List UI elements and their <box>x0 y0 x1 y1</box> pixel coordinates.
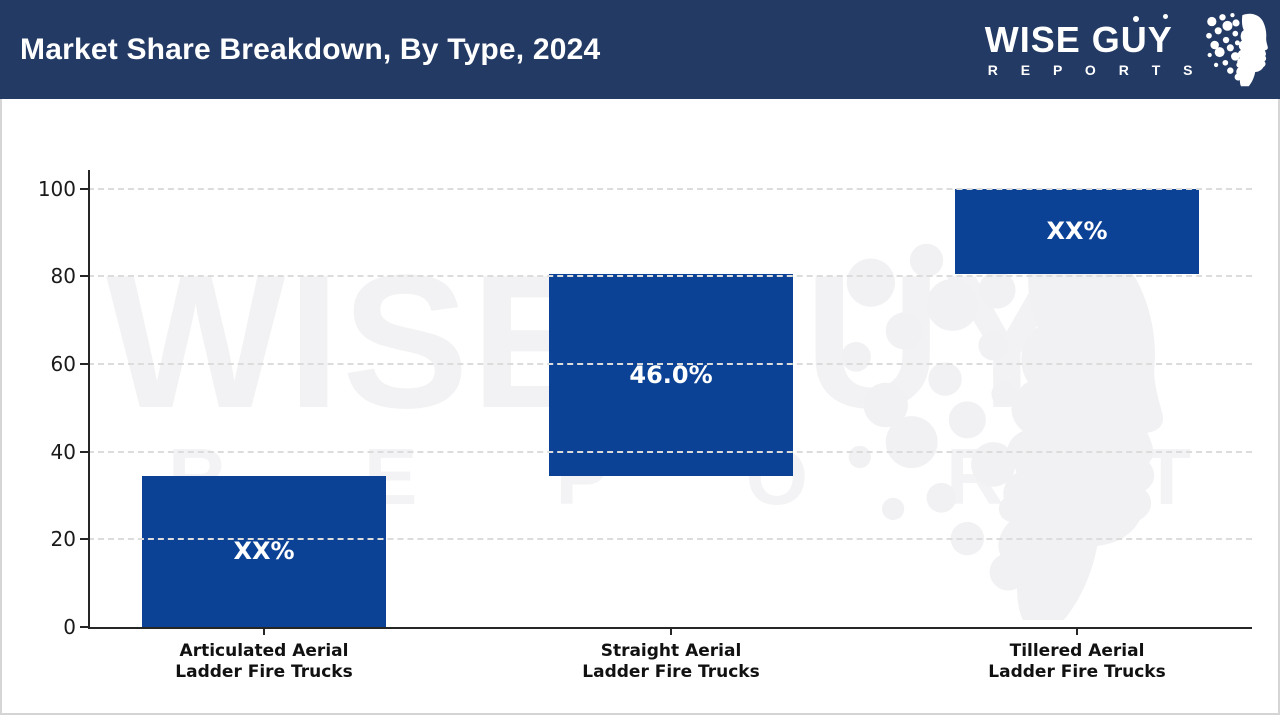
gridline-20 <box>88 538 1252 541</box>
y-tick-80 <box>80 275 88 278</box>
logo-wordmark: WISE GUY <box>984 18 1173 60</box>
logo-dot-icon <box>1162 13 1168 19</box>
logo-text: WISE GUY R E P O R T S <box>984 13 1202 78</box>
chart-canvas: WISE GUY R E P O R T S 020406080100XX%46… <box>0 99 1280 720</box>
category-label-line1: Tillered Aerial <box>1009 641 1145 661</box>
y-tick-label-100: 100 <box>37 176 76 201</box>
logo-subtitle: R E P O R T S <box>987 61 1202 78</box>
bar-chart-plot-area: 0 20 40 60 80 100 XX% 46.0% XX% Articulated Aeria… <box>0 99 1280 720</box>
bar-segment-2 <box>549 274 793 476</box>
y-tick-label-60: 60 <box>50 351 76 376</box>
gridline-100 <box>88 187 1252 190</box>
frame-border-left <box>0 99 2 715</box>
bar-value-label-2: 46.0% <box>629 360 713 389</box>
gridline-40 <box>88 450 1252 453</box>
bar-value-label-3: XX% <box>1046 217 1108 246</box>
category-label-line2: Ladder Fire Trucks <box>988 662 1166 682</box>
category-label-1: Articulated Aerial Ladder Fire Trucks <box>94 641 434 683</box>
category-label-line1: Articulated Aerial <box>179 641 349 661</box>
bar-value-label-1: XX% <box>233 537 295 566</box>
y-tick-label-0: 0 <box>63 615 76 639</box>
x-tick-3 <box>1076 627 1078 635</box>
x-tick-2 <box>670 627 672 635</box>
gridline-60 <box>88 362 1252 365</box>
logo-dot-icon <box>1132 15 1139 22</box>
y-tick-60 <box>80 362 88 365</box>
x-axis-line <box>88 627 1252 629</box>
category-label-line1: Straight Aerial <box>600 641 742 661</box>
y-tick-40 <box>80 450 88 453</box>
category-label-2: Straight Aerial Ladder Fire Trucks <box>501 641 841 683</box>
x-tick-1 <box>263 627 265 635</box>
bar-segment-1 <box>142 475 386 627</box>
face-profile-icon <box>1204 9 1268 91</box>
y-tick-0 <box>80 626 88 628</box>
category-label-line2: Ladder Fire Trucks <box>582 662 760 682</box>
category-label-3: Tillered Aerial Ladder Fire Trucks <box>907 641 1247 683</box>
watermark-face-icon <box>822 227 1172 635</box>
frame-border-bottom <box>0 713 1280 715</box>
y-tick-20 <box>80 538 88 541</box>
y-axis-line <box>88 170 90 629</box>
y-tick-label-40: 40 <box>50 439 76 464</box>
frame-border-right <box>1278 99 1280 715</box>
gridline-80 <box>88 275 1252 278</box>
bar-segment-3 <box>955 188 1199 275</box>
wise-guy-logo: WISE GUY R E P O R T S <box>985 9 1280 91</box>
y-tick-label-80: 80 <box>50 264 76 289</box>
page-title: Market Share Breakdown, By Type, 2024 <box>20 32 601 66</box>
y-tick-100 <box>80 187 88 190</box>
category-label-line2: Ladder Fire Trucks <box>175 662 353 682</box>
y-tick-label-20: 20 <box>50 527 76 552</box>
header-bar: Market Share Breakdown, By Type, 2024 WI… <box>0 0 1280 99</box>
